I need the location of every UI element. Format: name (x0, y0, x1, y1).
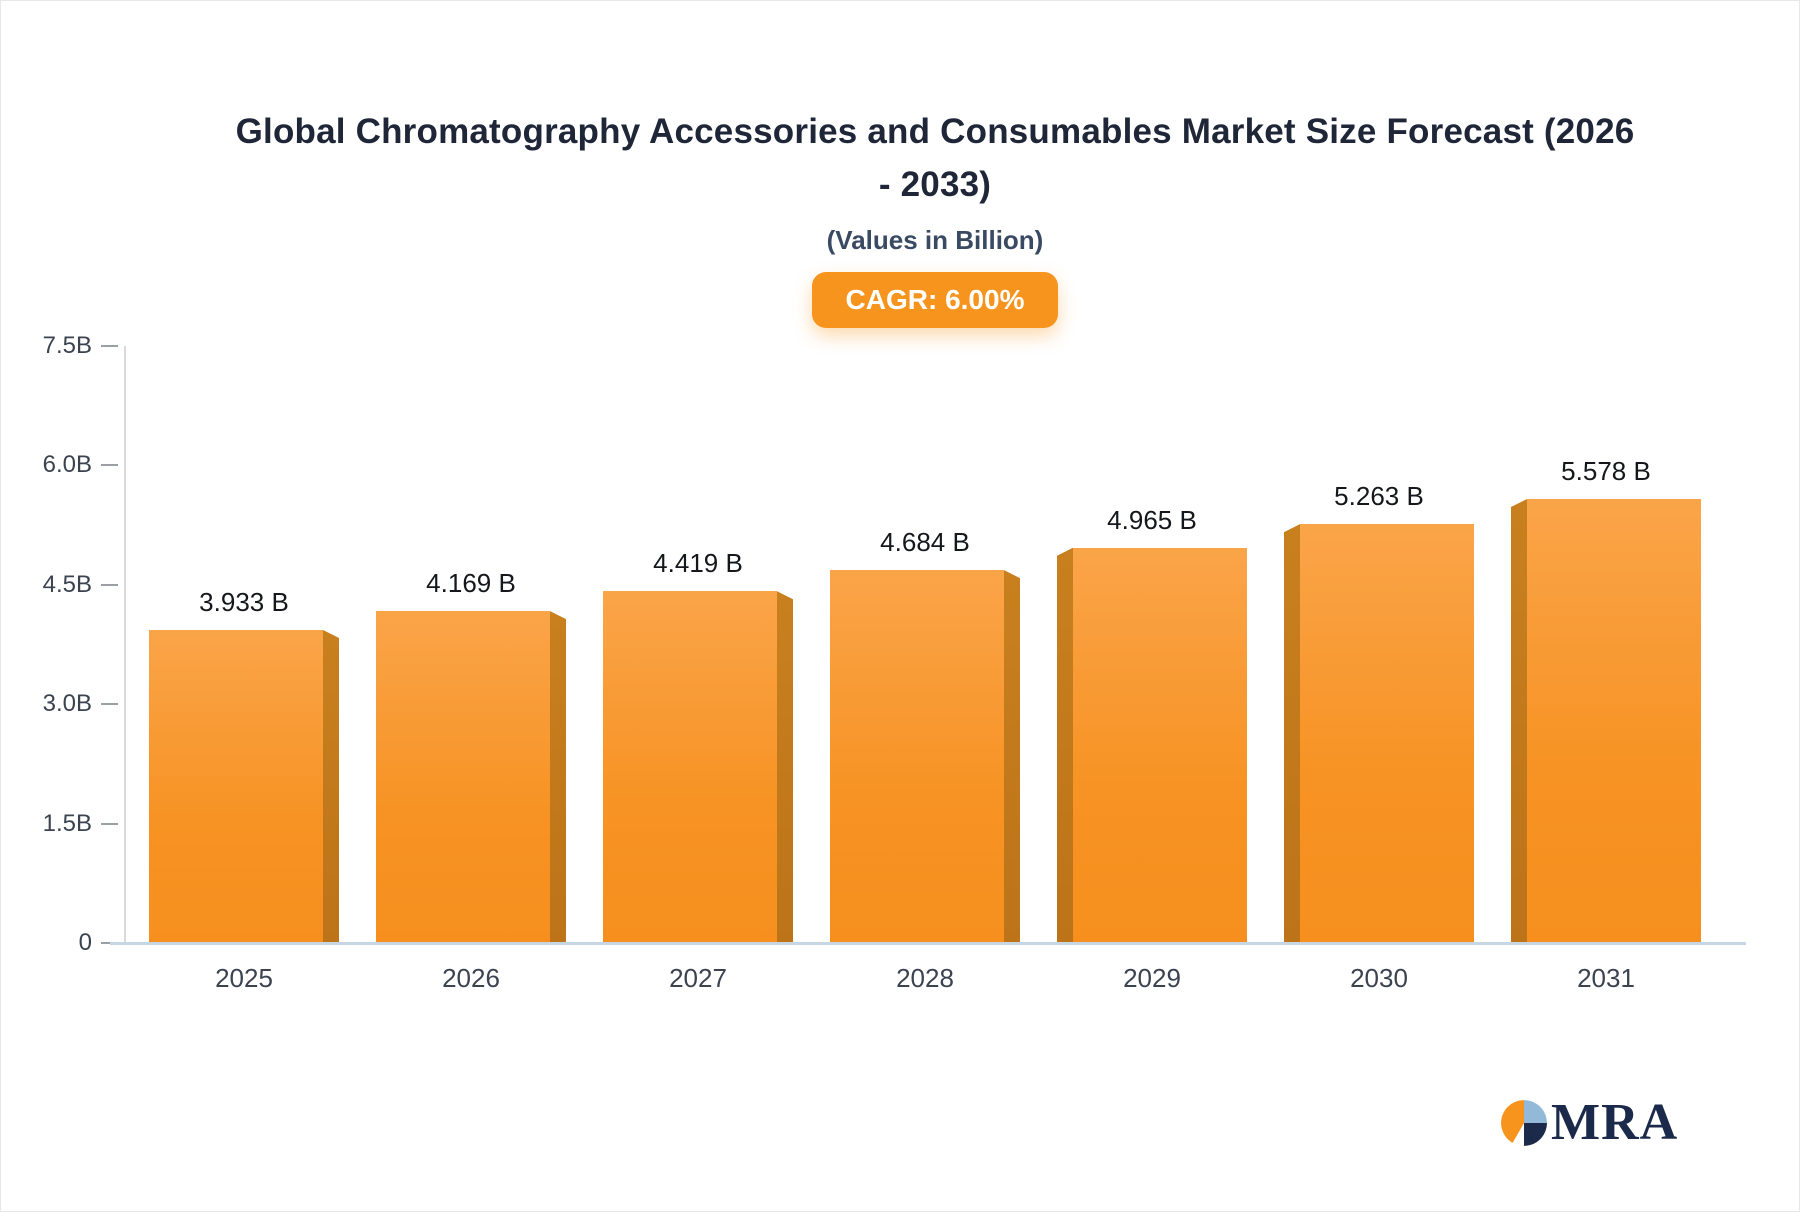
bar-side-face (550, 611, 566, 943)
y-tick-dash (101, 464, 118, 467)
y-axis-line (124, 346, 126, 943)
bar[interactable]: 4.965 B (1057, 505, 1247, 943)
bar-value-label: 4.419 B (653, 548, 743, 579)
chart-header: Global Chromatography Accessories and Co… (124, 106, 1746, 328)
x-axis-line (110, 942, 1746, 945)
x-axis-label: 2030 (1350, 963, 1408, 993)
plot-area: 3.933 B 2025 4.169 B 2026 4.419 B 2027 4.684 B… (110, 346, 1746, 993)
bar-group: 4.965 B 2029 (1057, 346, 1247, 993)
y-tick: 1.5B (43, 810, 118, 838)
bar-side-face (1057, 547, 1073, 943)
bar-side-face (1284, 524, 1300, 943)
bar[interactable]: 4.419 B (603, 548, 793, 943)
bar[interactable]: 4.169 B (376, 568, 566, 943)
bar-group: 5.578 B 2031 (1511, 346, 1701, 993)
y-tick: 0 (79, 929, 118, 957)
bar-front-face (1073, 547, 1247, 943)
bar-value-label: 5.263 B (1334, 481, 1424, 512)
bar[interactable]: 5.578 B (1511, 456, 1701, 943)
bar[interactable]: 3.933 B (149, 587, 339, 943)
bar-front-face (830, 570, 1004, 943)
bar[interactable]: 4.684 B (830, 527, 1020, 943)
chart-title-line2: - 2033) (878, 164, 992, 204)
bar-group: 5.263 B 2030 (1284, 346, 1474, 993)
y-tick: 6.0B (43, 451, 118, 479)
bar-side-face (1004, 570, 1020, 943)
y-tick-label: 0 (78, 929, 92, 956)
bar-group: 3.933 B 2025 (149, 346, 339, 993)
chart-title: Global Chromatography Accessories and Co… (124, 106, 1746, 211)
y-tick-label: 7.5B (42, 332, 92, 359)
x-axis-label: 2027 (669, 963, 727, 993)
bar-value-label: 4.684 B (880, 527, 970, 558)
bar-value-label: 5.578 B (1561, 456, 1651, 486)
y-tick-dash (101, 583, 118, 586)
bars-container: 3.933 B 2025 4.169 B 2026 4.419 B 2027 4.684 B… (124, 346, 1746, 993)
y-tick: 7.5B (43, 332, 118, 360)
bar-value-label: 4.169 B (426, 568, 516, 599)
y-tick-label: 1.5B (42, 809, 92, 837)
y-tick-dash (101, 703, 118, 706)
cagr-badge: CAGR: 6.00% (811, 272, 1059, 328)
y-tick-label: 4.5B (42, 570, 92, 598)
bar-group: 4.684 B 2028 (830, 346, 1020, 993)
y-tick-dash (101, 345, 118, 347)
y-tick: 4.5B (43, 571, 118, 599)
mra-logo-icon (1501, 1100, 1547, 1146)
bar-front-face (1527, 499, 1701, 943)
bar-front-face (376, 611, 550, 943)
y-tick: 3.0B (43, 690, 118, 718)
chart-title-line1: Global Chromatography Accessories and Co… (235, 112, 1635, 151)
bar-group: 4.419 B 2027 (603, 346, 793, 993)
bar-group: 4.169 B 2026 (376, 346, 566, 993)
y-axis: 7.5B 6.0B 4.5B 3.0B 1.5B 0 (1, 332, 124, 956)
x-axis-label: 2031 (1577, 963, 1635, 993)
bar-value-label: 4.965 B (1107, 504, 1197, 535)
y-tick-label: 3.0B (42, 690, 92, 718)
mra-logo: MRA (1499, 1097, 1678, 1149)
bar-front-face (1300, 524, 1474, 943)
bar-side-face (1511, 499, 1527, 943)
y-tick-dash (101, 822, 118, 825)
bar[interactable]: 5.263 B (1284, 481, 1474, 943)
mra-logo-text: MRA (1551, 1094, 1679, 1151)
bar-front-face (149, 629, 323, 943)
bar-value-label: 3.933 B (199, 586, 289, 617)
x-axis-label: 2026 (442, 963, 500, 993)
x-axis-label: 2029 (1123, 963, 1181, 993)
chart-subtitle: (Values in Billion) (826, 225, 1044, 255)
bar-side-face (323, 629, 339, 943)
bar-front-face (603, 591, 777, 943)
y-tick-dash (101, 942, 118, 944)
x-axis-label: 2025 (215, 963, 273, 993)
y-tick-label: 6.0B (42, 451, 92, 479)
bar-side-face (777, 591, 793, 943)
x-axis-label: 2028 (896, 963, 954, 993)
